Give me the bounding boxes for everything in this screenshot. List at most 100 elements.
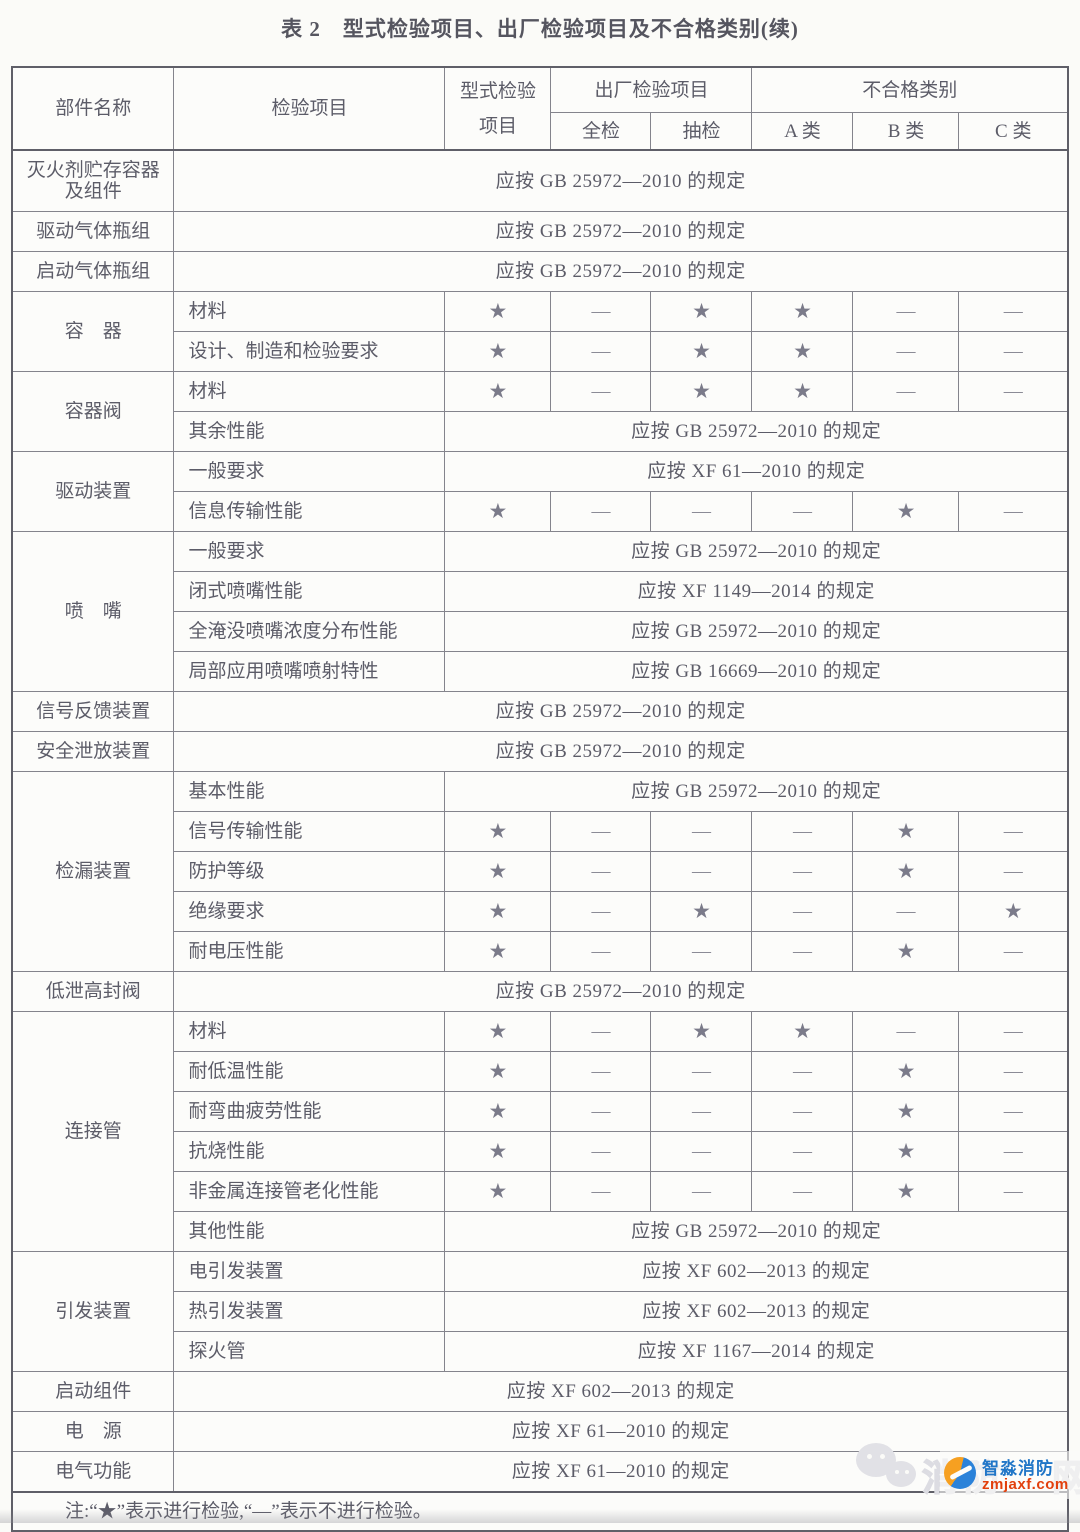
dash-mark-cell: — xyxy=(650,1171,753,1212)
table-row: 抗烧性能 ★ — — — ★ — xyxy=(12,1131,1069,1172)
star-mark-cell: ★ xyxy=(444,851,552,892)
table-row: 耐电压性能 ★ — — — ★ — xyxy=(12,931,1069,972)
dash-mark-cell: — xyxy=(958,1131,1069,1172)
inspection-item-cell: 全淹没喷嘴浓度分布性能 xyxy=(173,611,446,652)
inspection-item-cell: 绝缘要求 xyxy=(173,891,446,932)
inspection-item-cell: 抗烧性能 xyxy=(173,1131,446,1172)
table-row: 容 器材料 ★ — ★ ★ — — xyxy=(11,291,1069,372)
col-header-sample-check: 抽检 xyxy=(650,112,753,151)
inspection-item-cell: 信息传输性能 xyxy=(173,491,446,532)
inspection-item-cell: 材料 xyxy=(173,1011,446,1052)
inspection-item-cell: 一般要求 xyxy=(173,451,446,492)
star-mark-cell: ★ xyxy=(650,371,753,412)
dash-mark-cell: — xyxy=(751,851,854,892)
dash-mark-cell: — xyxy=(550,1091,652,1132)
component-name-cell: 低泄高封阀 xyxy=(11,971,175,1012)
dash-mark-cell: — xyxy=(650,1051,753,1092)
star-mark-cell: ★ xyxy=(852,1091,960,1132)
dash-mark-cell: — xyxy=(751,931,854,972)
star-mark-cell: ★ xyxy=(751,371,854,412)
inspection-item-cell: 耐低温性能 xyxy=(173,1051,446,1092)
dash-mark-cell: — xyxy=(751,1091,854,1132)
spec-reference-cell: 应按 XF 1167—2014 的规定 xyxy=(444,1331,1069,1372)
component-name-cell: 启动组件 xyxy=(11,1371,175,1412)
dash-mark-cell: — xyxy=(550,891,652,932)
star-mark-cell: ★ xyxy=(650,1011,753,1052)
dash-mark-cell: — xyxy=(958,491,1069,532)
table-row: 驱动气体瓶组 应按 GB 25972—2010 的规定 xyxy=(11,211,1069,252)
dash-mark-cell: — xyxy=(751,1051,854,1092)
table-row: 信号反馈装置 应按 GB 25972—2010 的规定 xyxy=(11,691,1069,732)
star-mark-cell: ★ xyxy=(852,851,960,892)
inspection-table: 部件名称 检验项目 型式检验 项目 出厂检验项目 不合格类别 全检 抽检 A 类… xyxy=(10,66,1070,1532)
col-header-nonconforming: 不合格类别 xyxy=(751,66,1069,113)
component-name-cell: 容 器 xyxy=(11,291,175,372)
dash-mark-cell: — xyxy=(650,1131,753,1172)
dash-mark-cell: — xyxy=(550,291,652,332)
site-logo-name: 智淼消防 xyxy=(982,1459,1054,1478)
dash-mark-cell: — xyxy=(958,1091,1069,1132)
star-mark-cell: ★ xyxy=(852,1051,960,1092)
star-mark-cell: ★ xyxy=(444,291,552,332)
inspection-item-cell: 热引发装置 xyxy=(173,1291,446,1332)
star-mark-cell: ★ xyxy=(852,1171,960,1212)
table-row: 容器阀 材料 ★ — ★ ★ — — xyxy=(11,371,1069,452)
table-row: 驱动装置 一般要求 应按 XF 61—2010 的规定 xyxy=(11,451,1069,532)
dash-mark-cell: — xyxy=(958,811,1069,852)
inspection-item-cell: 材料 xyxy=(173,371,446,412)
page-title: 表 2 型式检验项目、出厂检验项目及不合格类别(续) xyxy=(281,17,799,41)
dash-mark-cell: — xyxy=(650,851,753,892)
inspection-item-cell: 探火管 xyxy=(173,1331,446,1372)
dash-mark-cell: — xyxy=(751,1171,854,1212)
star-mark-cell: ★ xyxy=(444,371,552,412)
table-row: 信息传输性能 ★ — — — ★ — xyxy=(12,491,1069,532)
wechat-icon-small-bubble xyxy=(886,1461,916,1487)
inspection-item-cell: 其他性能 xyxy=(173,1211,446,1252)
col-header-type: 型式检验 项目 xyxy=(444,66,552,151)
header-row-1: 部件名称 检验项目 型式检验 项目 出厂检验项目 不合格类别 xyxy=(11,66,1069,151)
component-name-cell: 电气功能 xyxy=(11,1451,175,1493)
inspection-item-cell: 信号传输性能 xyxy=(173,811,446,852)
dash-mark-cell: — xyxy=(550,931,652,972)
inspection-item-cell: 电引发装置 xyxy=(173,1251,446,1292)
dash-mark-cell: — xyxy=(852,371,960,412)
dash-mark-cell: — xyxy=(550,851,652,892)
inspection-item-cell: 设计、制造和检验要求 xyxy=(173,331,446,372)
site-logo-icon xyxy=(944,1457,976,1489)
table-row: 耐弯曲疲劳性能 ★ — — — ★ — xyxy=(12,1091,1069,1132)
star-mark-cell: ★ xyxy=(444,1171,552,1212)
spec-reference-cell: 应按 XF 602—2013 的规定 xyxy=(173,1371,1069,1412)
inspection-item-cell: 局部应用喷嘴喷射特性 xyxy=(173,651,446,692)
star-mark-cell: ★ xyxy=(444,491,552,532)
spec-reference-cell: 应按 GB 25972—2010 的规定 xyxy=(173,211,1069,252)
star-mark-cell: ★ xyxy=(650,891,753,932)
dash-mark-cell: — xyxy=(958,1171,1069,1212)
table-row: 设计、制造和检验要求 ★ — ★ ★ — — xyxy=(12,331,1069,372)
col-header-class-b: B 类 xyxy=(852,112,960,151)
table-row: 信号传输性能 ★ — — — ★ — xyxy=(12,811,1069,852)
site-logo: 智淼消防 zmjaxf.com xyxy=(940,1451,1080,1499)
page-bottom-shadow xyxy=(0,1509,1080,1523)
inspection-item-cell: 非金属连接管老化性能 xyxy=(173,1171,446,1212)
dash-mark-cell: — xyxy=(751,891,854,932)
table-row: 非金属连接管老化性能 ★ — — — ★ — xyxy=(12,1171,1069,1212)
component-name-cell: 电 源 xyxy=(11,1411,175,1452)
dash-mark-cell: — xyxy=(852,331,960,372)
star-mark-cell: ★ xyxy=(852,931,960,972)
spec-reference-cell: 应按 GB 25972—2010 的规定 xyxy=(444,411,1069,452)
table-row: 检漏装置 基本性能 应按 GB 25972—2010 的规定 xyxy=(11,771,1069,972)
component-name-cell: 喷 嘴 xyxy=(11,531,175,692)
dash-mark-cell: — xyxy=(650,811,753,852)
spec-reference-cell: 应按 XF 61—2010 的规定 xyxy=(173,1411,1069,1452)
table-row: 引发装置 电引发装置 应按 XF 602—2013 的规定 xyxy=(11,1251,1069,1372)
star-mark-cell: ★ xyxy=(751,291,854,332)
star-mark-cell: ★ xyxy=(444,1091,552,1132)
dash-mark-cell: — xyxy=(958,851,1069,892)
dash-mark-cell: — xyxy=(550,1131,652,1172)
dash-mark-cell: — xyxy=(650,1091,753,1132)
dash-mark-cell: — xyxy=(958,371,1069,412)
star-mark-cell: ★ xyxy=(444,1011,552,1052)
star-mark-cell: ★ xyxy=(852,1131,960,1172)
table-row: 启动气体瓶组 应按 GB 25972—2010 的规定 xyxy=(11,251,1069,292)
dash-mark-cell: — xyxy=(550,331,652,372)
